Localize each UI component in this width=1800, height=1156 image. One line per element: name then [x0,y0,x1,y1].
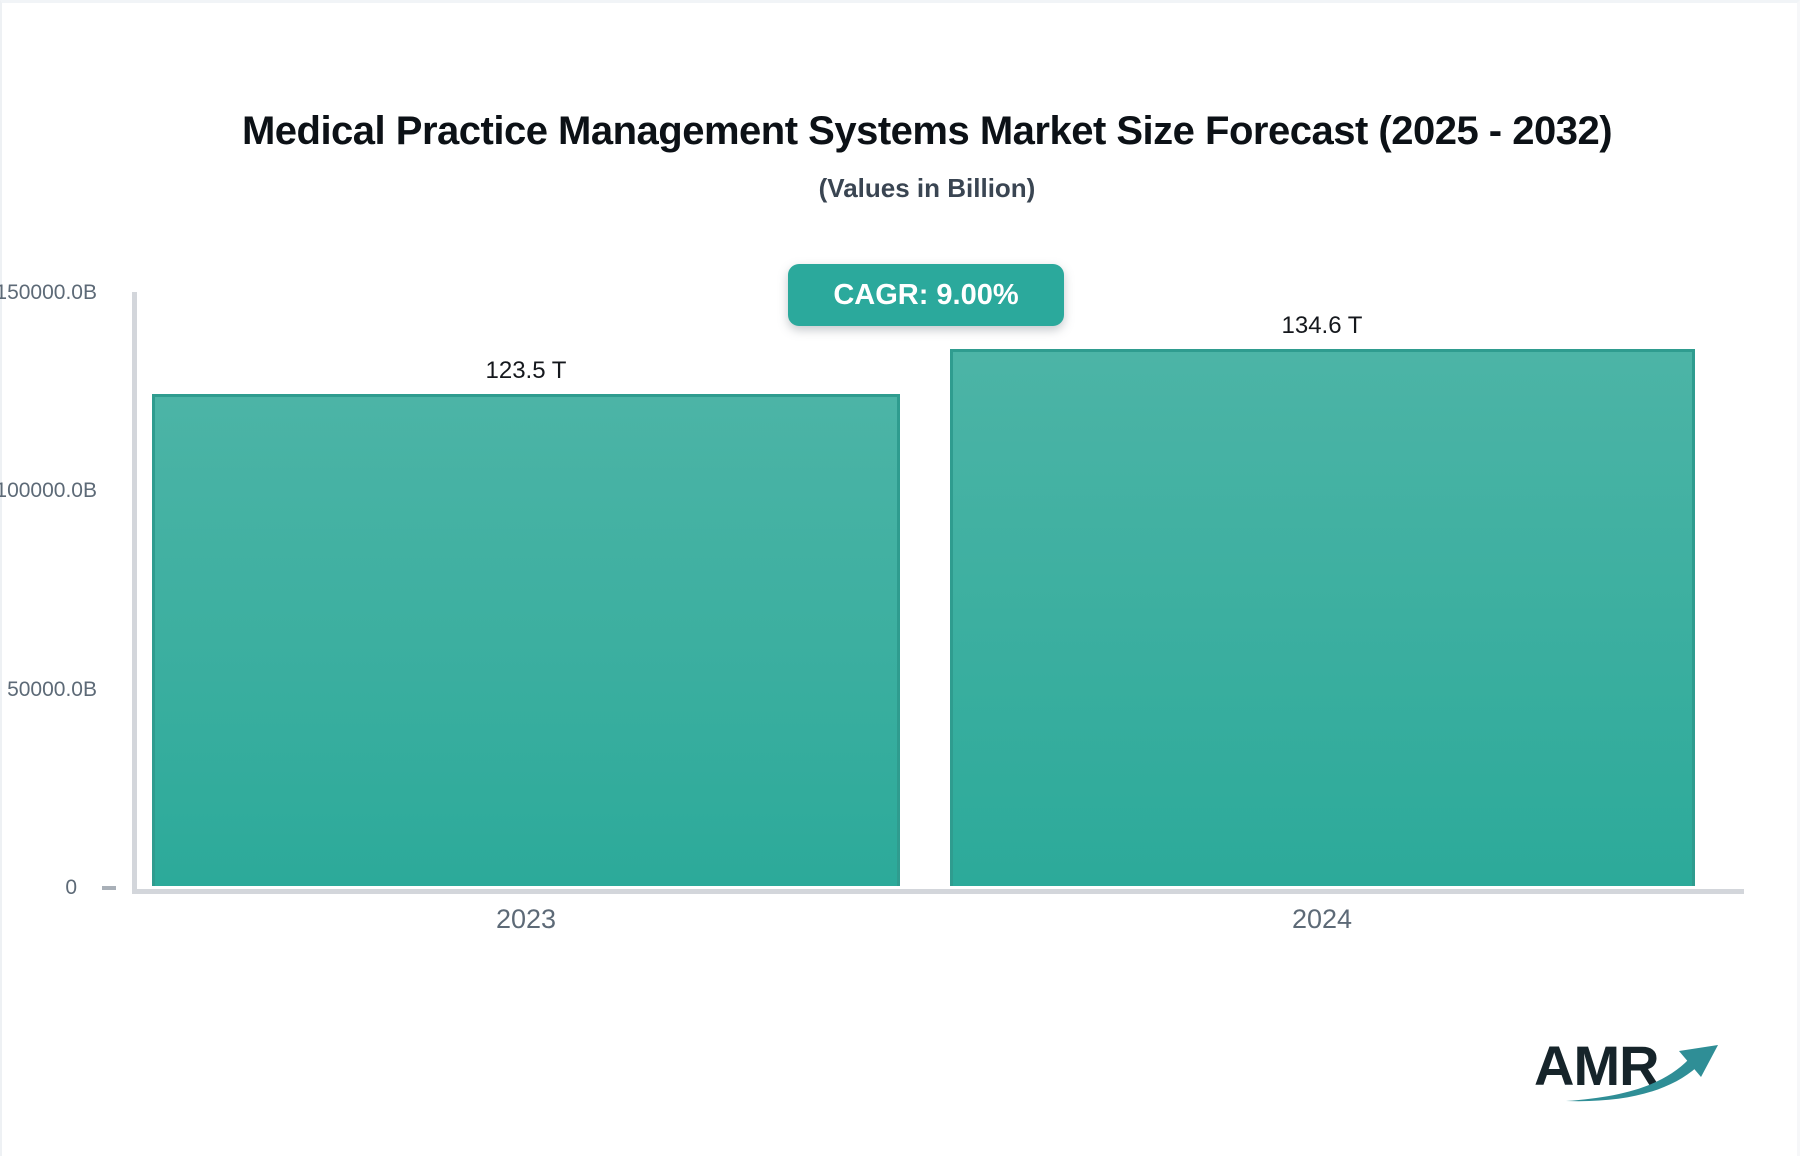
bar-2023 [152,394,900,886]
y-tick-label: 0 [65,876,77,899]
cagr-badge: CAGR: 9.00% [788,264,1064,326]
growth-arrow-icon [1566,1045,1718,1102]
bar-2024 [950,349,1695,886]
amr-logo-text: AMR [1534,1034,1660,1097]
bar-value-label: 123.5 T [485,357,567,384]
y-axis-zero-tick [102,886,116,890]
y-axis-line [132,292,137,892]
y-tick-label: 150000.0B [0,281,97,304]
x-axis-line [132,889,1744,894]
y-tick-label: 50000.0B [7,678,97,701]
x-tick-label: 2024 [1291,904,1353,934]
bar-value-label: 134.6 T [1281,312,1363,339]
y-tick-label: 100000.0B [0,479,97,502]
chart-title: Medical Practice Management Systems Mark… [241,109,1613,153]
chart-subtitle: (Values in Billion) [818,173,1036,203]
x-tick-label: 2023 [495,904,557,934]
amr-logo: AMR [1534,1033,1718,1113]
